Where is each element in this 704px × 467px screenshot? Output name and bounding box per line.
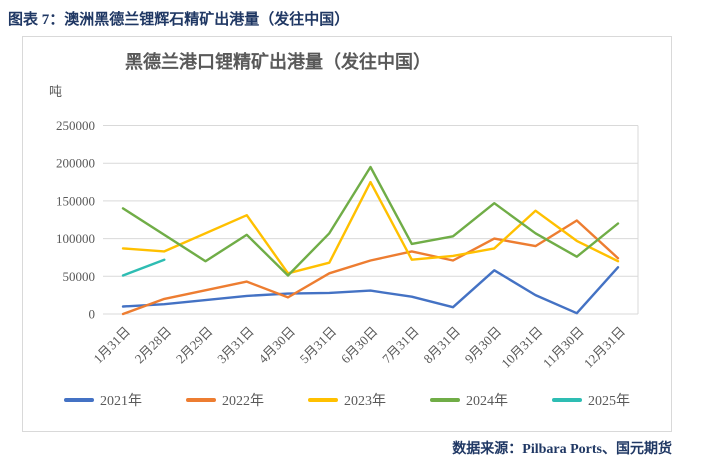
x-axis-tick-label: 4月30日 — [255, 324, 298, 367]
legend-label: 2023年 — [344, 394, 386, 409]
legend-line-swatch — [186, 398, 216, 402]
x-axis-tick-label: 2月29日 — [173, 324, 216, 367]
x-axis-tick-label: 1月31日 — [90, 324, 133, 367]
y-axis-tick-label: 100000 — [56, 231, 95, 246]
legend-line-swatch — [430, 398, 460, 402]
series-line-2024年 — [121, 165, 620, 277]
y-axis-tick-label: 200000 — [56, 156, 95, 171]
legend-label: 2024年 — [466, 394, 508, 409]
legend-label: 2022年 — [222, 394, 264, 409]
legend-label: 2025年 — [588, 394, 630, 409]
legend-label: 2021年 — [100, 394, 142, 409]
series-line-2021年 — [121, 266, 620, 315]
y-axis-tick-label: 250000 — [56, 118, 95, 133]
series-line-2023年 — [121, 180, 620, 275]
x-axis-tick-label: 10月31日 — [498, 324, 545, 371]
legend-item: 2025年 — [552, 390, 630, 410]
y-axis-tick-label: 150000 — [56, 193, 95, 208]
figure-title: 图表 7：澳洲黑德兰锂辉石精矿出港量（发往中国） — [8, 12, 350, 28]
legend-line-swatch — [308, 398, 338, 402]
legend-line-swatch — [64, 398, 94, 402]
legend-item: 2021年 — [64, 390, 142, 410]
y-axis-tick-label: 50000 — [63, 269, 96, 284]
source-note: 数据来源：Pilbara Ports、国元期货 — [452, 442, 672, 457]
legend-item: 2023年 — [308, 390, 386, 410]
x-axis-tick-label: 5月31日 — [297, 324, 340, 367]
chart-title: 黑德兰港口锂精矿出港量（发往中国） — [125, 52, 431, 72]
x-axis-tick-label: 6月30日 — [338, 324, 381, 367]
x-axis-tick-label: 3月31日 — [214, 324, 257, 367]
legend-item: 2024年 — [430, 390, 508, 410]
x-axis-tick-label: 8月31日 — [420, 324, 463, 367]
x-axis-tick-label: 11月30日 — [540, 324, 587, 371]
legend: 2021年 2022年 2023年 2024年 2025年 — [23, 390, 671, 410]
legend-line-swatch — [552, 398, 582, 402]
y-axis-tick-label: 0 — [89, 307, 96, 322]
y-axis-unit-label: 吨 — [49, 84, 63, 99]
x-axis-tick-label: 12月31日 — [581, 324, 628, 371]
chart-container: 0 50000 100000 150000 200000 250000 1月31日 2月28日… — [22, 36, 672, 432]
x-axis-tick-label: 7月31日 — [379, 324, 422, 367]
legend-item: 2022年 — [186, 390, 264, 410]
x-axis-tick-label: 2月28日 — [132, 324, 175, 367]
series-line-2025年 — [121, 258, 166, 277]
chart-plot: 0 50000 100000 150000 200000 250000 1月31日2月28日… — [56, 118, 639, 371]
series-line-2022年 — [121, 219, 620, 316]
